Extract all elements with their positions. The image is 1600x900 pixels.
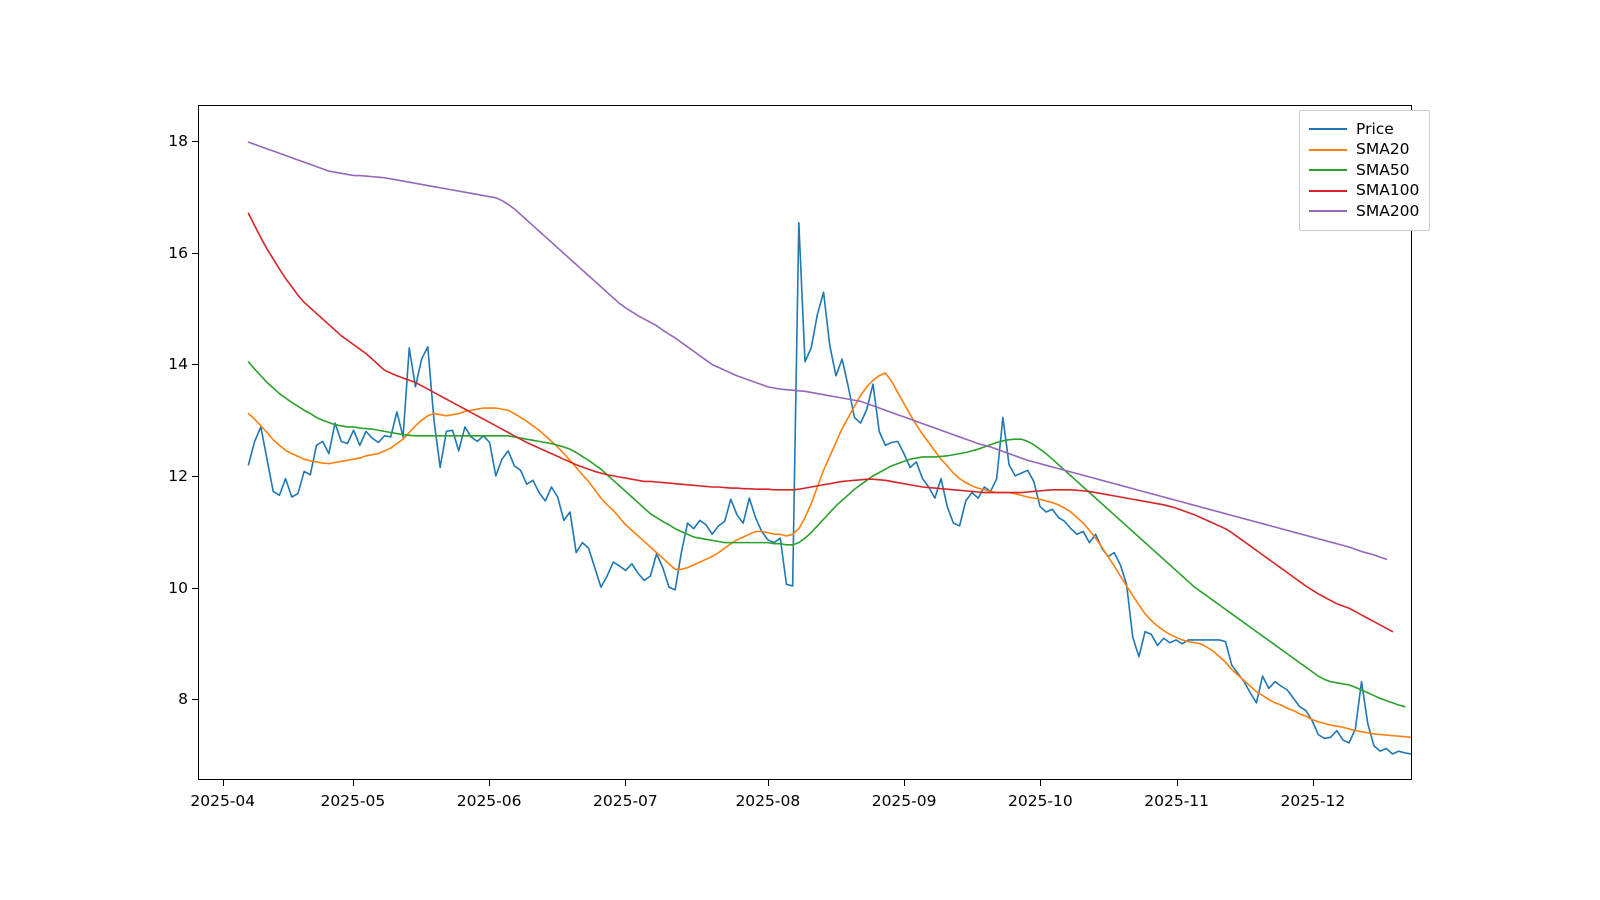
y-tick-label: 8 bbox=[178, 690, 188, 709]
y-tick-label: 12 bbox=[168, 466, 188, 485]
x-tick-label: 2025-09 bbox=[871, 792, 937, 810]
series-line-sma50 bbox=[248, 362, 1404, 707]
legend-item-price: Price bbox=[1309, 119, 1419, 140]
x-tick-mark bbox=[489, 780, 491, 786]
legend-swatch-sma20 bbox=[1309, 148, 1347, 151]
legend-label: SMA200 bbox=[1356, 201, 1420, 220]
legend-label: Price bbox=[1356, 119, 1394, 138]
x-tick-mark bbox=[352, 780, 354, 786]
chart-legend: Price SMA20 SMA50 SMA100 SMA200 bbox=[1299, 110, 1431, 231]
x-tick-label: 2025-04 bbox=[190, 792, 256, 810]
x-tick-label: 2025-11 bbox=[1144, 792, 1210, 810]
x-tick-mark bbox=[767, 780, 769, 786]
legend-label: SMA20 bbox=[1356, 140, 1410, 158]
legend-item-sma200: SMA200 bbox=[1309, 201, 1419, 222]
y-tick-mark bbox=[192, 475, 198, 478]
y-tick-mark bbox=[192, 699, 198, 701]
x-tick-mark bbox=[222, 780, 224, 786]
y-tick-mark bbox=[192, 141, 198, 143]
legend-swatch-sma50 bbox=[1309, 169, 1347, 172]
x-tick-mark bbox=[625, 780, 627, 786]
y-tick-mark bbox=[192, 252, 198, 254]
y-tick-label: 16 bbox=[168, 243, 188, 262]
y-tick-mark bbox=[192, 587, 198, 589]
plot-area bbox=[198, 105, 1412, 780]
legend-swatch-sma100 bbox=[1309, 189, 1347, 192]
legend-item-sma100: SMA100 bbox=[1309, 181, 1419, 202]
x-tick-label: 2025-10 bbox=[1007, 792, 1073, 810]
x-tick-label: 2025-05 bbox=[320, 792, 386, 810]
x-tick-label: 2025-12 bbox=[1280, 792, 1346, 810]
legend-label: SMA50 bbox=[1356, 160, 1410, 179]
x-tick-label: 2025-06 bbox=[456, 792, 522, 810]
legend-swatch-price bbox=[1309, 128, 1347, 131]
series-line-sma200 bbox=[248, 142, 1386, 559]
series-line-price bbox=[248, 223, 1411, 754]
legend-item-sma50: SMA50 bbox=[1309, 160, 1419, 181]
x-tick-label: 2025-08 bbox=[735, 792, 801, 810]
x-tick-mark bbox=[1312, 780, 1314, 786]
y-tick-mark bbox=[192, 364, 198, 366]
x-tick-mark bbox=[1040, 780, 1042, 786]
series-canvas bbox=[199, 106, 1411, 779]
legend-label: SMA100 bbox=[1356, 181, 1420, 199]
y-tick-label: 14 bbox=[168, 355, 188, 374]
legend-item-sma20: SMA20 bbox=[1309, 140, 1419, 161]
legend-swatch-sma200 bbox=[1309, 210, 1347, 213]
series-line-sma100 bbox=[248, 213, 1392, 631]
y-tick-label: 10 bbox=[168, 578, 188, 597]
x-tick-mark bbox=[1176, 780, 1178, 786]
x-tick-mark bbox=[904, 780, 906, 786]
series-line-sma20 bbox=[248, 373, 1411, 737]
x-tick-label: 2025-07 bbox=[592, 792, 658, 810]
y-tick-label: 18 bbox=[168, 132, 188, 151]
